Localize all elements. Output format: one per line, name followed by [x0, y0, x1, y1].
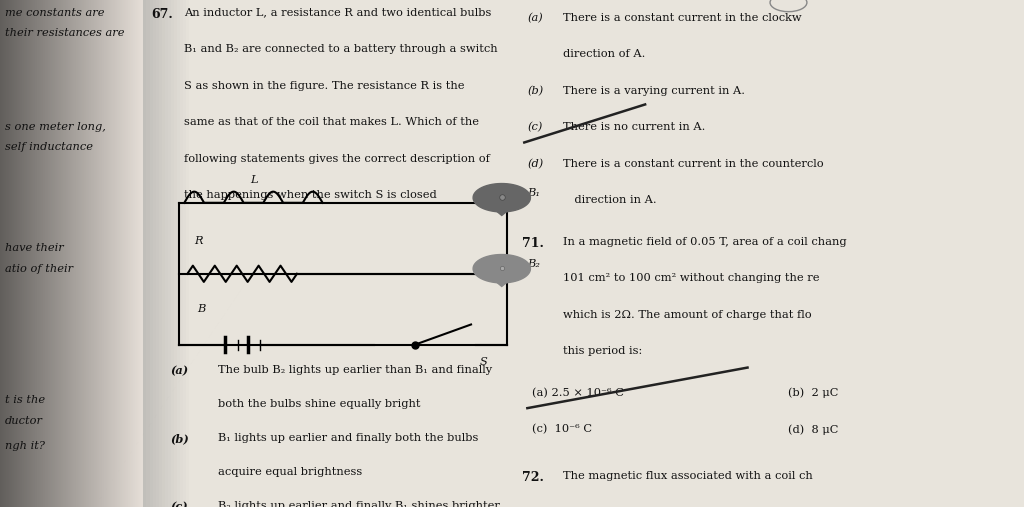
Bar	[177, 0, 180, 507]
Text: both the bulbs shine equally bright: both the bulbs shine equally bright	[218, 399, 421, 409]
Text: atio of their: atio of their	[5, 264, 74, 274]
Text: this period is:: this period is:	[563, 346, 642, 356]
Text: B₁: B₁	[527, 188, 541, 198]
Bar	[171, 0, 174, 507]
Text: direction of A.: direction of A.	[563, 49, 645, 59]
Text: There is no current in A.: There is no current in A.	[563, 122, 706, 132]
Text: (b): (b)	[527, 86, 544, 96]
Text: direction in A.: direction in A.	[563, 195, 656, 205]
Text: me constants are: me constants are	[5, 8, 104, 18]
Text: ductor: ductor	[5, 416, 43, 426]
Text: the happenings when the switch S is closed: the happenings when the switch S is clos…	[184, 190, 437, 200]
Polygon shape	[483, 271, 520, 286]
Text: have their: have their	[5, 243, 63, 254]
Bar	[174, 0, 177, 507]
Text: (a): (a)	[527, 13, 543, 23]
Text: same as that of the coil that makes L. Which of the: same as that of the coil that makes L. W…	[184, 117, 479, 127]
Text: R: R	[195, 236, 203, 246]
Text: 67.: 67.	[152, 8, 173, 21]
Text: ngh it?: ngh it?	[5, 441, 45, 451]
Text: (c): (c)	[170, 501, 187, 507]
Bar	[150, 0, 153, 507]
Text: There is a constant current in the clockw: There is a constant current in the clock…	[563, 13, 802, 23]
Text: B: B	[198, 304, 206, 314]
Text: (b): (b)	[170, 433, 188, 444]
Text: acquire equal brightness: acquire equal brightness	[218, 467, 362, 477]
Text: which is 2Ω. The amount of charge that flo: which is 2Ω. The amount of charge that f…	[563, 310, 812, 320]
Bar	[159, 0, 162, 507]
Text: self inductance: self inductance	[5, 142, 93, 152]
Text: B₂ lights up earlier and finally B₁ shines brighter: B₂ lights up earlier and finally B₁ shin…	[218, 501, 500, 507]
Text: There is a constant current in the counterclo: There is a constant current in the count…	[563, 159, 824, 169]
Text: The bulb B₂ lights up earlier than B₁ and finally: The bulb B₂ lights up earlier than B₁ an…	[218, 365, 493, 375]
Text: following statements gives the correct description of: following statements gives the correct d…	[184, 154, 490, 164]
Text: (b)  2 μC: (b) 2 μC	[788, 388, 839, 399]
Bar	[143, 0, 1024, 507]
Bar	[183, 0, 186, 507]
Text: An inductor L, a resistance R and two identical bulbs: An inductor L, a resistance R and two id…	[184, 8, 492, 18]
Text: B₁ lights up earlier and finally both the bulbs: B₁ lights up earlier and finally both th…	[218, 433, 478, 443]
Text: (d): (d)	[527, 159, 544, 169]
Bar	[143, 0, 146, 507]
Text: S: S	[479, 357, 487, 368]
Bar	[168, 0, 171, 507]
Text: (a) 2.5 × 10⁻⁶ C: (a) 2.5 × 10⁻⁶ C	[532, 388, 625, 398]
Bar	[186, 0, 189, 507]
Bar	[162, 0, 165, 507]
Text: L: L	[250, 175, 257, 185]
Text: their resistances are: their resistances are	[5, 28, 125, 38]
Text: 72.: 72.	[522, 471, 544, 484]
Text: (a): (a)	[170, 365, 188, 376]
Polygon shape	[483, 200, 520, 215]
Text: S as shown in the figure. The resistance R is the: S as shown in the figure. The resistance…	[184, 81, 465, 91]
Bar	[156, 0, 159, 507]
Bar	[146, 0, 150, 507]
Text: (d)  8 μC: (d) 8 μC	[788, 424, 839, 435]
Text: There is a varying current in A.: There is a varying current in A.	[563, 86, 745, 96]
Polygon shape	[473, 255, 530, 283]
Text: t is the: t is the	[5, 395, 45, 406]
Text: 101 cm² to 100 cm² without changing the re: 101 cm² to 100 cm² without changing the …	[563, 273, 819, 283]
Text: The magnetic flux associated with a coil ch: The magnetic flux associated with a coil…	[563, 471, 813, 481]
Text: (c): (c)	[527, 122, 543, 132]
Text: (c)  10⁻⁶ C: (c) 10⁻⁶ C	[532, 424, 593, 434]
Text: s one meter long,: s one meter long,	[5, 122, 106, 132]
Text: B₂: B₂	[527, 259, 541, 269]
Text: 71.: 71.	[522, 237, 544, 250]
Text: In a magnetic field of 0.05 T, area of a coil chang: In a magnetic field of 0.05 T, area of a…	[563, 237, 847, 247]
Bar	[153, 0, 156, 507]
Polygon shape	[473, 184, 530, 212]
Bar	[180, 0, 183, 507]
Text: B₁ and B₂ are connected to a battery through a switch: B₁ and B₂ are connected to a battery thr…	[184, 44, 498, 54]
Bar	[165, 0, 168, 507]
